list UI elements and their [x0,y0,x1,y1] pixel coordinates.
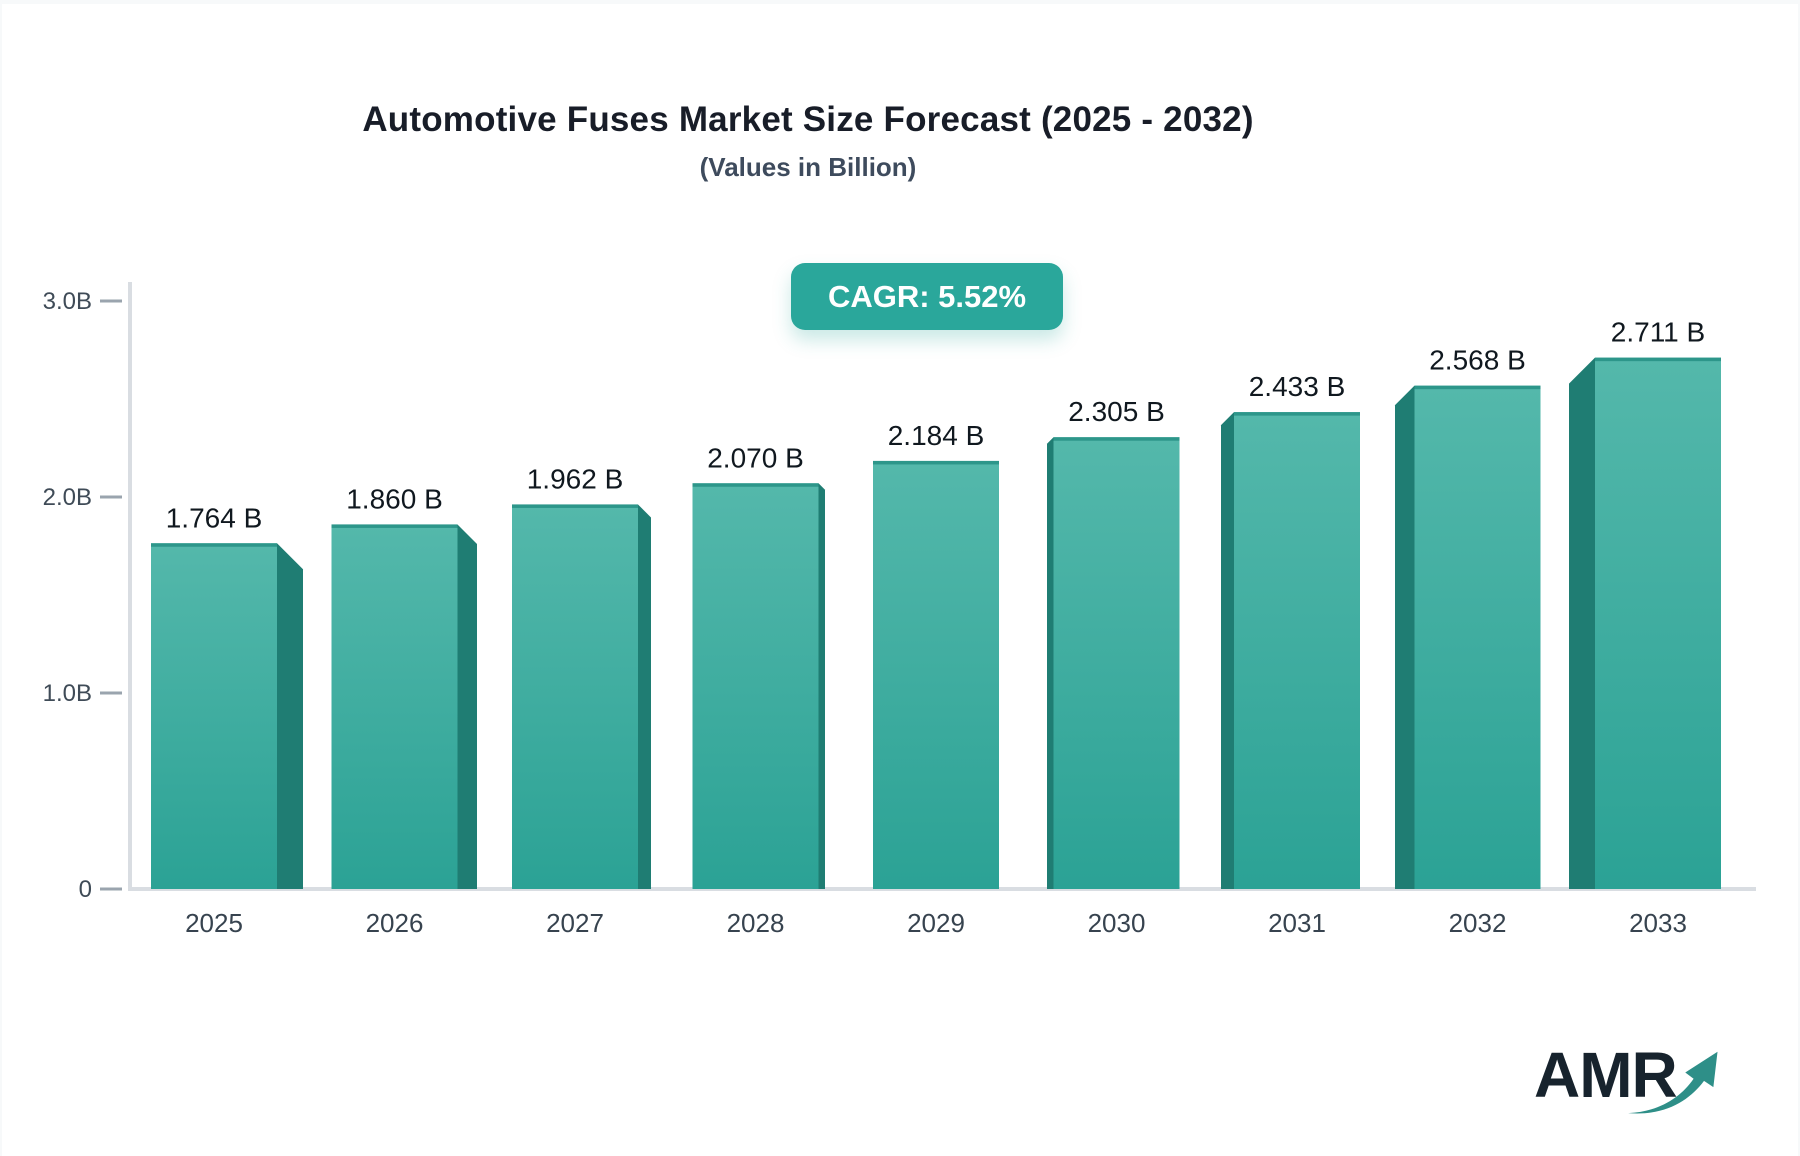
y-tick-mark [100,887,122,891]
x-tick-label: 2028 [727,908,785,938]
bar-side-face [818,483,825,889]
bar-side-face [1395,385,1415,889]
bar-top-edge [1053,437,1180,441]
page-title: Automotive Fuses Market Size Forecast (2… [362,100,1254,139]
x-tick-label: 2032 [1449,908,1507,938]
y-tick-mark [100,691,122,695]
growth-arrow-icon [1628,1051,1718,1114]
chart-subtitle: (Values in Billion) [699,152,917,182]
market-size-chart: 3.0B 2.0B 1.0B 0 1.764 B 2025 1.860 B 2026 1.962… [43,282,1756,938]
x-tick-label: 2031 [1268,908,1326,938]
bar-2030: 2.305 B 2030 [1047,396,1180,938]
x-tick-label: 2025 [185,908,243,938]
bar-top-edge [873,460,999,465]
bar-top-edge [1234,412,1360,416]
bar-front-face [1595,357,1721,889]
cagr-badge: CAGR: 5.52% [791,263,1063,330]
y-tick-label: 3.0B [43,288,92,315]
bar-value-label: 2.305 B [1068,396,1165,427]
bar-top-edge [512,504,638,508]
x-tick-label: 2026 [366,908,424,938]
bar-side-face [457,524,477,889]
bar-top-edge [1414,385,1541,390]
y-tick-label: 1.0B [43,680,92,707]
bar-value-label: 1.764 B [166,502,263,533]
bar-side-face [277,543,303,889]
bar-2029: 2.184 B 2029 [873,420,999,938]
bar-front-face [692,483,819,889]
bar-front-face [873,460,999,889]
bar-front-face [512,504,638,889]
bar-value-label: 2.568 B [1429,345,1526,376]
brand-logo: AMR [1534,1040,1754,1130]
bar-value-label: 2.711 B [1611,317,1705,348]
x-tick-label: 2030 [1088,908,1146,938]
bar-2032: 2.568 B 2032 [1395,345,1541,938]
bar-front-face [331,524,458,889]
bar-front-face [1053,437,1180,889]
bar-2025: 1.764 B 2025 [151,502,303,938]
bar-2026: 1.860 B 2026 [331,483,477,938]
y-tick-mark [100,299,122,303]
bar-top-edge [331,524,458,528]
bar-2027: 1.962 B 2027 [512,463,651,938]
bar-side-face [1569,357,1595,889]
x-tick-label: 2029 [907,908,965,938]
bar-2028: 2.070 B 2028 [692,442,825,938]
bar-side-face [1221,412,1234,889]
x-tick-label: 2033 [1629,908,1687,938]
bar-side-face [1047,437,1054,889]
bar-front-face [151,543,277,889]
bar-value-label: 2.070 B [707,442,804,473]
bar-top-edge [1595,357,1721,362]
logo-text: AMR [1534,1039,1678,1111]
y-tick-label: 2.0B [43,484,92,511]
bar-front-face [1414,385,1541,889]
bar-top-edge [151,543,277,547]
y-tick-label: 0 [79,876,92,903]
x-tick-label: 2027 [546,908,604,938]
bar-side-face [638,504,651,889]
bar-2033: 2.711 B 2033 [1569,317,1721,938]
bar-top-edge [692,483,819,487]
bar-value-label: 2.184 B [888,420,985,451]
bar-value-label: 2.433 B [1249,371,1346,402]
plot-area: 3.0B 2.0B 1.0B 0 1.764 B 2025 1.860 B 2026 1.962… [43,282,1756,938]
y-axis-line [128,282,132,891]
y-tick-mark [100,495,122,499]
bar-value-label: 1.860 B [346,483,443,514]
bar-value-label: 1.962 B [527,463,624,494]
bar-front-face [1234,412,1360,889]
bar-2031: 2.433 B 2031 [1221,371,1360,938]
